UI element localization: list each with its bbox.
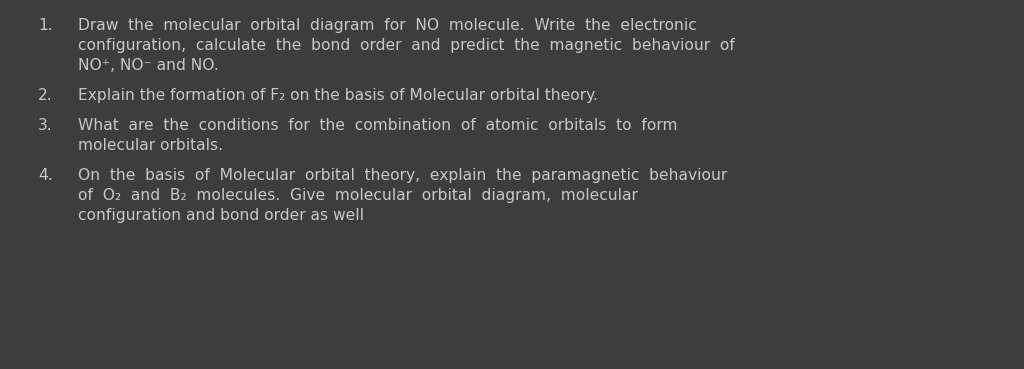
- Text: 1.: 1.: [38, 18, 52, 33]
- Text: of  O₂  and  B₂  molecules.  Give  molecular  orbital  diagram,  molecular: of O₂ and B₂ molecules. Give molecular o…: [78, 188, 638, 203]
- Text: 4.: 4.: [38, 168, 53, 183]
- Text: molecular orbitals.: molecular orbitals.: [78, 138, 223, 153]
- Text: configuration,  calculate  the  bond  order  and  predict  the  magnetic  behavi: configuration, calculate the bond order …: [78, 38, 735, 53]
- Text: NO⁺, NO⁻ and NO.: NO⁺, NO⁻ and NO.: [78, 58, 219, 73]
- Text: What  are  the  conditions  for  the  combination  of  atomic  orbitals  to  for: What are the conditions for the combinat…: [78, 118, 678, 133]
- Text: 3.: 3.: [38, 118, 52, 133]
- Text: On  the  basis  of  Molecular  orbital  theory,  explain  the  paramagnetic  beh: On the basis of Molecular orbital theory…: [78, 168, 727, 183]
- Text: configuration and bond order as well: configuration and bond order as well: [78, 208, 364, 223]
- Text: 2.: 2.: [38, 88, 52, 103]
- Text: Explain the formation of F₂ on the basis of Molecular orbital theory.: Explain the formation of F₂ on the basis…: [78, 88, 598, 103]
- Text: Draw  the  molecular  orbital  diagram  for  NO  molecule.  Write  the  electron: Draw the molecular orbital diagram for N…: [78, 18, 696, 33]
